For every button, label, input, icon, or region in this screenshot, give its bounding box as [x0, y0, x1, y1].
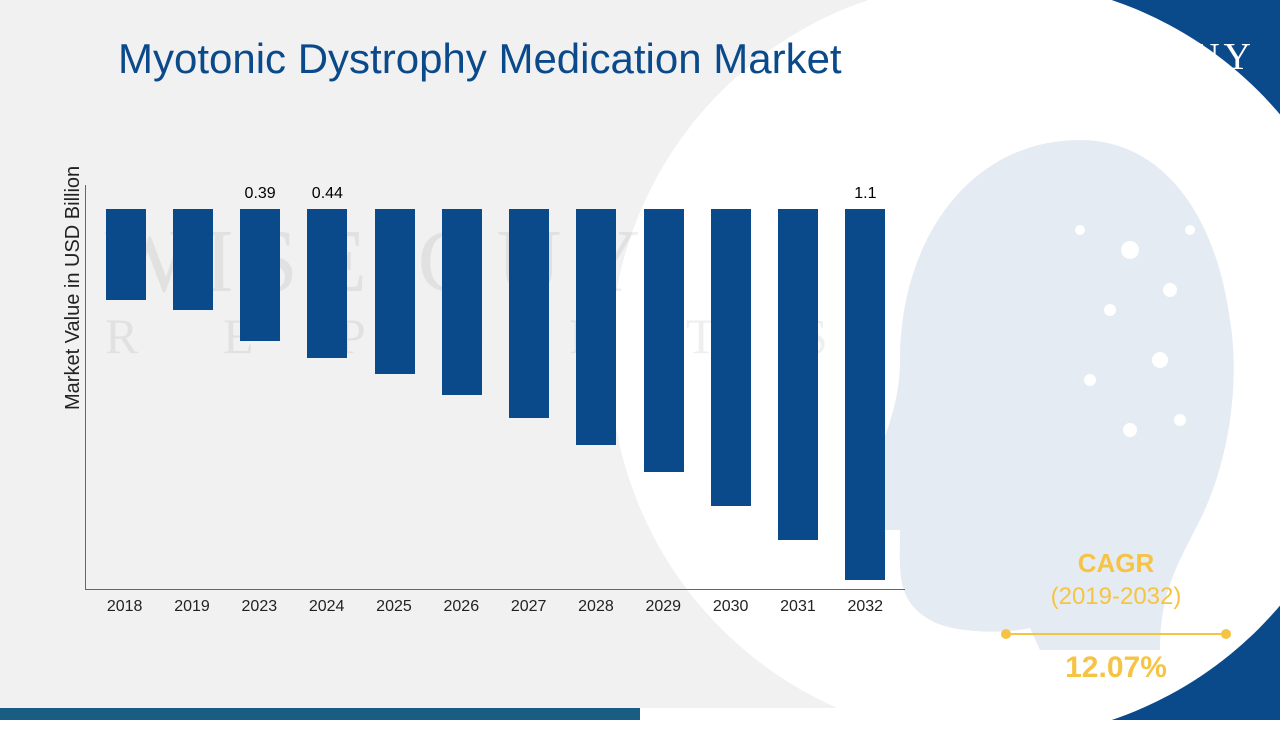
bar-2027 — [502, 185, 557, 589]
bar-value-label: 0.39 — [245, 185, 276, 205]
canvas: WISE GUY R E P O R T S WISE GUY R E P O … — [0, 0, 1280, 720]
bar-2032: 1.1 — [838, 185, 893, 589]
x-tick-label: 2018 — [97, 590, 152, 625]
bar-2025 — [367, 185, 422, 589]
bar — [845, 209, 885, 580]
bar — [173, 209, 213, 310]
cagr-block: CAGR (2019-2032) 12.07% — [986, 548, 1246, 685]
x-tick-label: 2030 — [703, 590, 758, 625]
x-tick-label: 2025 — [366, 590, 421, 625]
chart-title: Myotonic Dystrophy Medication Market — [118, 35, 842, 83]
cagr-divider — [1006, 633, 1226, 635]
bar — [778, 209, 818, 540]
x-tick-label: 2023 — [232, 590, 287, 625]
bar-chart: 0.39 0.44 1.1 2018 2019 2023 2024 2025 2026 2027… — [85, 185, 905, 625]
bottom-accent-bar — [0, 708, 640, 720]
logo-line1: WISE GUY — [948, 35, 1255, 79]
bar-2030 — [703, 185, 758, 589]
bar-value-label: 1.1 — [854, 185, 876, 205]
bar-2026 — [434, 185, 489, 589]
bar-2024: 0.44 — [300, 185, 355, 589]
cagr-title: CAGR — [986, 548, 1246, 579]
x-axis-labels: 2018 2019 2023 2024 2025 2026 2027 2028 2029 2030… — [85, 590, 905, 625]
bar — [307, 209, 347, 358]
logo-line2: R E P O R T S — [948, 83, 1255, 101]
x-tick-label: 2019 — [164, 590, 219, 625]
x-tick-label: 2028 — [568, 590, 623, 625]
x-tick-label: 2026 — [434, 590, 489, 625]
plot-area: 0.39 0.44 1.1 — [85, 185, 905, 590]
bar — [375, 209, 415, 374]
bar — [711, 209, 751, 506]
bar-2028 — [569, 185, 624, 589]
brand-logo: WISE GUY R E P O R T S — [948, 35, 1255, 101]
x-tick-label: 2031 — [770, 590, 825, 625]
bar — [442, 209, 482, 395]
x-tick-label: 2032 — [838, 590, 893, 625]
bar-2023: 0.39 — [233, 185, 288, 589]
bar — [509, 209, 549, 418]
y-axis-label: Market Value in USD Billion — [62, 166, 85, 410]
bar-2018 — [98, 185, 153, 589]
bar-2031 — [771, 185, 826, 589]
bar-2019 — [165, 185, 220, 589]
bar-2029 — [636, 185, 691, 589]
bar — [106, 209, 146, 300]
bar-value-label: 0.44 — [312, 185, 343, 205]
x-tick-label: 2027 — [501, 590, 556, 625]
cagr-range: (2019-2032) — [986, 583, 1246, 611]
bars-container: 0.39 0.44 1.1 — [86, 185, 905, 589]
x-tick-label: 2024 — [299, 590, 354, 625]
x-tick-label: 2029 — [636, 590, 691, 625]
bar — [576, 209, 616, 445]
bar — [240, 209, 280, 341]
cagr-value: 12.07% — [986, 651, 1246, 685]
bar — [644, 209, 684, 472]
